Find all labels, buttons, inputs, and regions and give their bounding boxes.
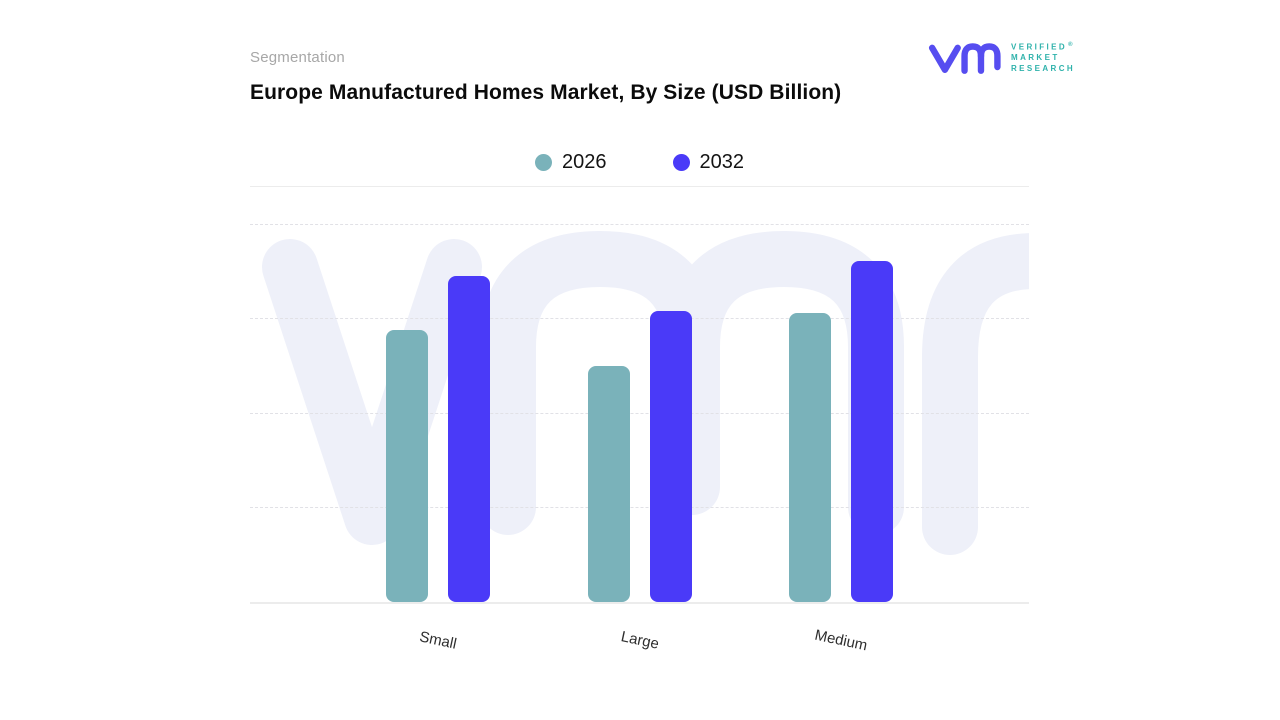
legend-item-2026: 2026 xyxy=(535,151,607,174)
bar-2032-small xyxy=(447,276,490,602)
legend-dot-2032 xyxy=(672,154,690,171)
page-title: Europe Manufactured Homes Market, By Siz… xyxy=(250,81,842,104)
bar-2026-small xyxy=(385,330,428,602)
x-axis-labels: Small Large Medium xyxy=(250,618,1029,678)
gridline xyxy=(250,506,1029,508)
legend-item-2032: 2032 xyxy=(672,151,745,174)
vmr-logo: VERIFIED® MARKET RESEARCH xyxy=(928,36,1075,78)
vmr-logo-text: VERIFIED® MARKET RESEARCH xyxy=(1011,41,1076,73)
bar-2032-medium xyxy=(851,261,894,602)
vmr-logo-icon xyxy=(928,36,1002,78)
legend-dot-2026 xyxy=(535,154,552,171)
x-axis-label-small: Small xyxy=(417,628,458,653)
bar-2032-large xyxy=(650,311,693,602)
bar-2026-large xyxy=(588,366,631,602)
legend-label-2026: 2026 xyxy=(562,151,607,173)
registered-trademark: ® xyxy=(1068,41,1073,48)
chart-legend: 2026 2032 xyxy=(250,146,1029,179)
bar-group-large xyxy=(588,311,693,602)
section-label: Segmentation xyxy=(250,49,345,66)
legend-label-2032: 2032 xyxy=(699,151,745,173)
bar-group-small xyxy=(385,276,490,602)
gridline xyxy=(250,318,1029,320)
chart-plot xyxy=(250,186,1029,604)
gridline xyxy=(250,224,1029,225)
gridline xyxy=(250,412,1029,414)
x-axis-label-medium: Medium xyxy=(813,626,870,655)
x-axis-label-large: Large xyxy=(619,628,661,653)
bar-group-medium xyxy=(789,261,894,602)
bar-2026-medium xyxy=(789,313,832,602)
